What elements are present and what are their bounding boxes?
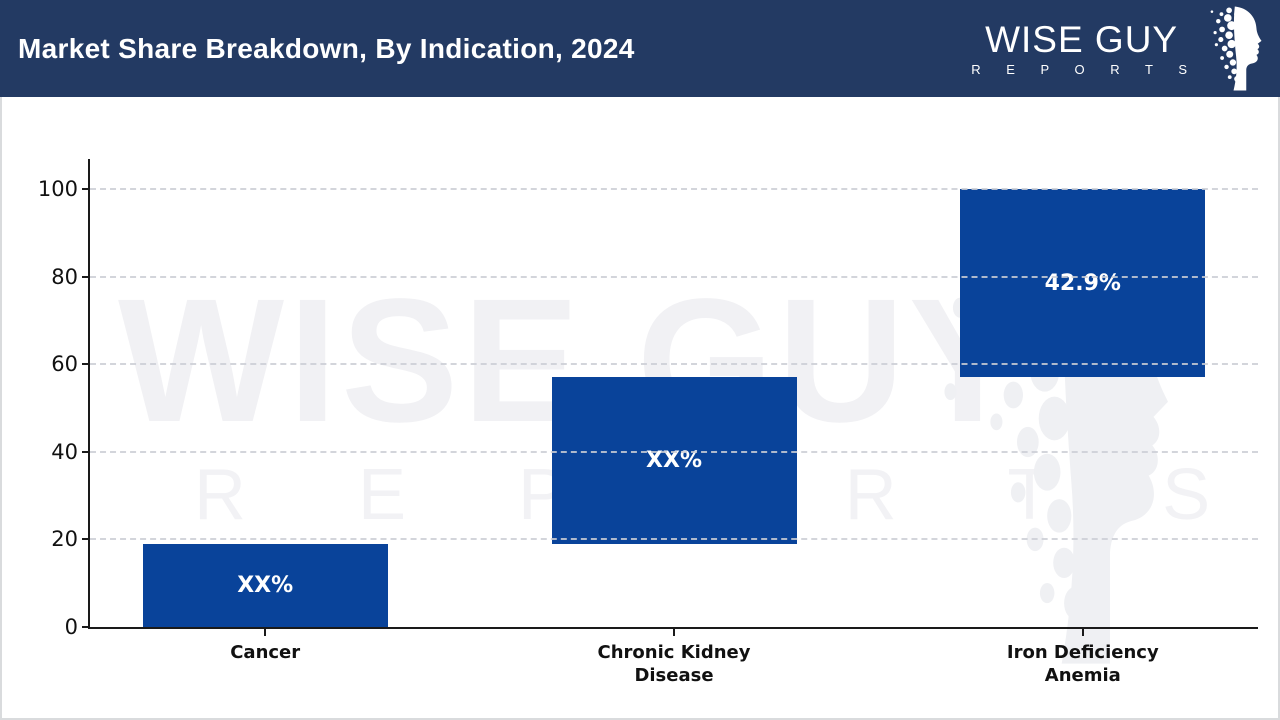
y-tick: [82, 450, 89, 453]
y-tick: [82, 538, 89, 541]
page-title: Market Share Breakdown, By Indication, 2…: [18, 32, 635, 64]
y-tick: [82, 188, 89, 191]
x-category-label: Cancer: [230, 642, 301, 663]
y-tick: [82, 626, 89, 628]
x-tick: [1081, 629, 1084, 636]
logo-tagline: R E P O R T S: [971, 61, 1198, 77]
grid-line: [90, 275, 1258, 278]
bar-segment: 42.9%: [960, 189, 1206, 378]
grid-line: [90, 363, 1258, 366]
logo-wordmark: WISE GUY: [985, 18, 1179, 60]
logo-text: WISE GUY R E P O R T S: [965, 21, 1198, 77]
wise-guy-logo: WISE GUY R E P O R T S: [965, 4, 1270, 93]
x-category-label: Chronic Kidney Disease: [597, 642, 751, 686]
x-tick: [264, 629, 267, 636]
y-axis-spine: [88, 159, 90, 629]
bar-value-label: 42.9%: [1044, 270, 1121, 296]
y-tick-label: 0: [64, 615, 78, 639]
x-axis-spine: [88, 627, 1258, 629]
grid-line: [90, 188, 1258, 191]
plot-area: XX% XX% 42.9% 0 20 40 60 80 100 Cancer Chronic Kid…: [2, 97, 1278, 718]
bar-segment: XX%: [551, 377, 797, 544]
bar-segment: XX%: [142, 543, 388, 627]
y-tick-label: 40: [51, 439, 78, 464]
chart-region: WISE GUY R E P O R T S XX%XX%42.9%020406…: [0, 97, 1280, 720]
y-tick-label: 20: [51, 527, 78, 552]
y-tick: [82, 363, 89, 366]
y-tick: [82, 275, 89, 278]
x-tick: [673, 629, 675, 636]
y-tick-label: 100: [37, 177, 78, 202]
grid-line: [90, 538, 1258, 541]
grid-line: [90, 450, 1258, 453]
header-bar: Market Share Breakdown, By Indication, 2…: [0, 0, 1280, 97]
x-category-label: Iron Deficiency Anemia: [1006, 642, 1159, 686]
dotted-face-profile-icon: [1210, 6, 1262, 91]
bar-value-label: XX%: [237, 572, 294, 598]
y-tick-label: 80: [51, 264, 78, 289]
y-tick-label: 60: [51, 352, 78, 377]
